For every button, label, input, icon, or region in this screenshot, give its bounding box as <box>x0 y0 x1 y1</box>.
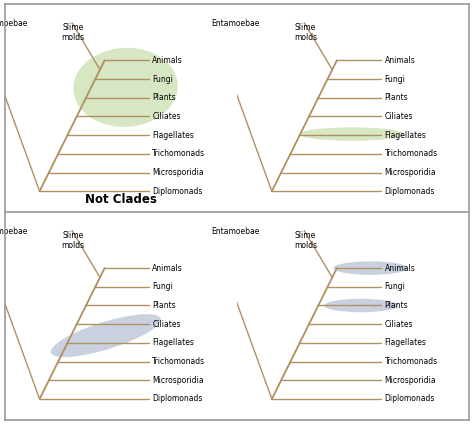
Text: Animals: Animals <box>384 56 415 65</box>
Text: Ciliates: Ciliates <box>152 112 181 121</box>
Text: Animals: Animals <box>152 56 183 65</box>
Text: Microsporidia: Microsporidia <box>152 168 204 177</box>
Text: Ciliates: Ciliates <box>384 320 413 329</box>
Text: Slime
molds: Slime molds <box>294 231 317 250</box>
Text: Fungi: Fungi <box>384 75 405 84</box>
Ellipse shape <box>73 48 178 127</box>
Text: Entamoebae: Entamoebae <box>0 19 27 28</box>
Text: Trichomonads: Trichomonads <box>152 357 205 366</box>
Text: Diplomonads: Diplomonads <box>152 187 202 196</box>
Text: Flagellates: Flagellates <box>384 338 426 347</box>
Text: Fungi: Fungi <box>152 75 173 84</box>
Text: Entamoebae: Entamoebae <box>211 226 260 236</box>
Text: Diplomonads: Diplomonads <box>152 394 202 404</box>
Text: Flagellates: Flagellates <box>152 131 194 139</box>
Text: Diplomonads: Diplomonads <box>384 394 435 404</box>
Text: Animals: Animals <box>152 264 183 273</box>
Text: Fungi: Fungi <box>384 282 405 291</box>
Text: Entamoebae: Entamoebae <box>0 226 27 236</box>
Text: Trichomonads: Trichomonads <box>152 149 205 158</box>
Text: Plants: Plants <box>384 301 408 310</box>
Ellipse shape <box>333 261 408 275</box>
Text: Microsporidia: Microsporidia <box>152 376 204 385</box>
Text: Trichomonads: Trichomonads <box>384 357 438 366</box>
Text: Plants: Plants <box>152 93 176 102</box>
Text: Plants: Plants <box>384 93 408 102</box>
Text: Flagellates: Flagellates <box>384 131 426 139</box>
Text: Microsporidia: Microsporidia <box>384 376 436 385</box>
Ellipse shape <box>300 127 404 141</box>
Text: Trichomonads: Trichomonads <box>384 149 438 158</box>
Text: Slime
molds: Slime molds <box>62 23 85 42</box>
Text: Slime
molds: Slime molds <box>62 231 85 250</box>
Ellipse shape <box>51 314 161 357</box>
Text: Entamoebae: Entamoebae <box>211 19 260 28</box>
Text: Slime
molds: Slime molds <box>294 23 317 42</box>
Text: Ciliates: Ciliates <box>152 320 181 329</box>
Text: Animals: Animals <box>384 264 415 273</box>
Text: Diplomonads: Diplomonads <box>384 187 435 196</box>
Text: Plants: Plants <box>152 301 176 310</box>
Ellipse shape <box>324 299 399 312</box>
Text: Ciliates: Ciliates <box>384 112 413 121</box>
Text: Not Clades: Not Clades <box>85 193 157 206</box>
Text: Flagellates: Flagellates <box>152 338 194 347</box>
Text: Fungi: Fungi <box>152 282 173 291</box>
Text: Microsporidia: Microsporidia <box>384 168 436 177</box>
